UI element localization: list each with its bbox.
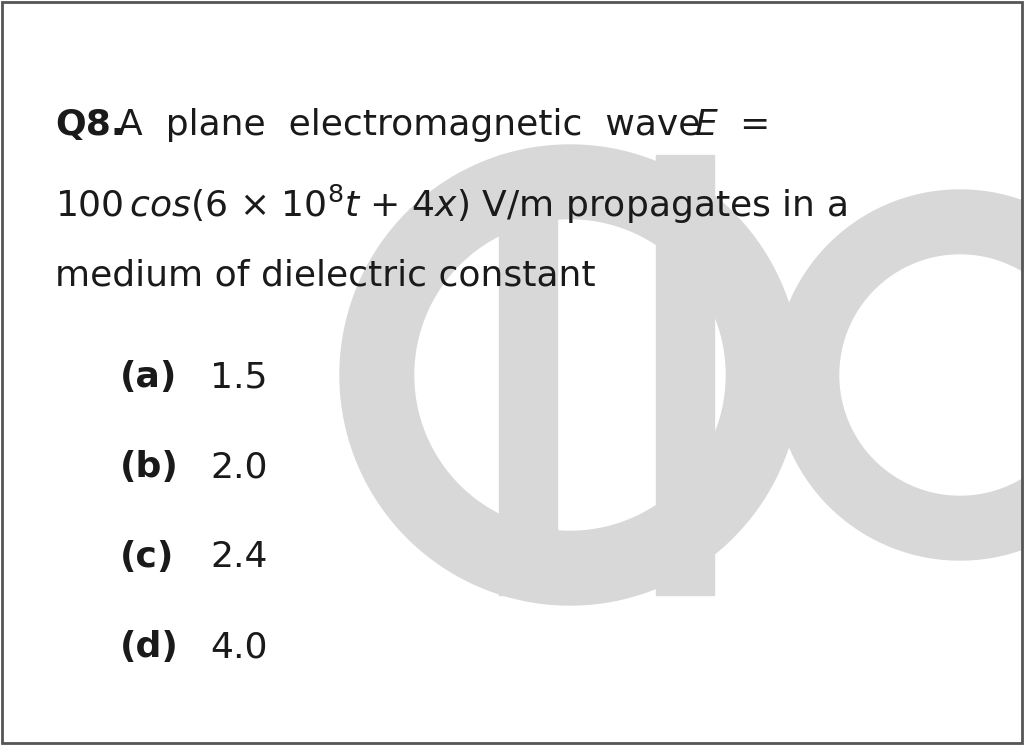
Text: (d): (d) [120,630,179,664]
Polygon shape [775,190,1024,560]
Polygon shape [840,255,1024,495]
Text: (b): (b) [120,450,179,484]
Polygon shape [415,220,725,530]
Text: 2.4: 2.4 [210,540,267,574]
Polygon shape [340,145,800,605]
Text: medium of dielectric constant: medium of dielectric constant [55,258,596,292]
Text: 2.0: 2.0 [210,450,267,484]
Text: A  plane  electromagnetic  wave: A plane electromagnetic wave [118,108,723,142]
Text: (c): (c) [120,540,174,574]
Text: 4.0: 4.0 [210,630,267,664]
Text: (a): (a) [120,360,177,394]
Bar [656,155,714,595]
Bar [499,155,557,595]
Text: $E$  =: $E$ = [694,108,768,142]
Text: Q8.: Q8. [55,108,125,142]
Text: 100$\,cos$(6 × 10$^8$$t$ + 4$x$) V/m propagates in a: 100$\,cos$(6 × 10$^8$$t$ + 4$x$) V/m pro… [55,183,847,226]
Text: 1.5: 1.5 [210,360,267,394]
